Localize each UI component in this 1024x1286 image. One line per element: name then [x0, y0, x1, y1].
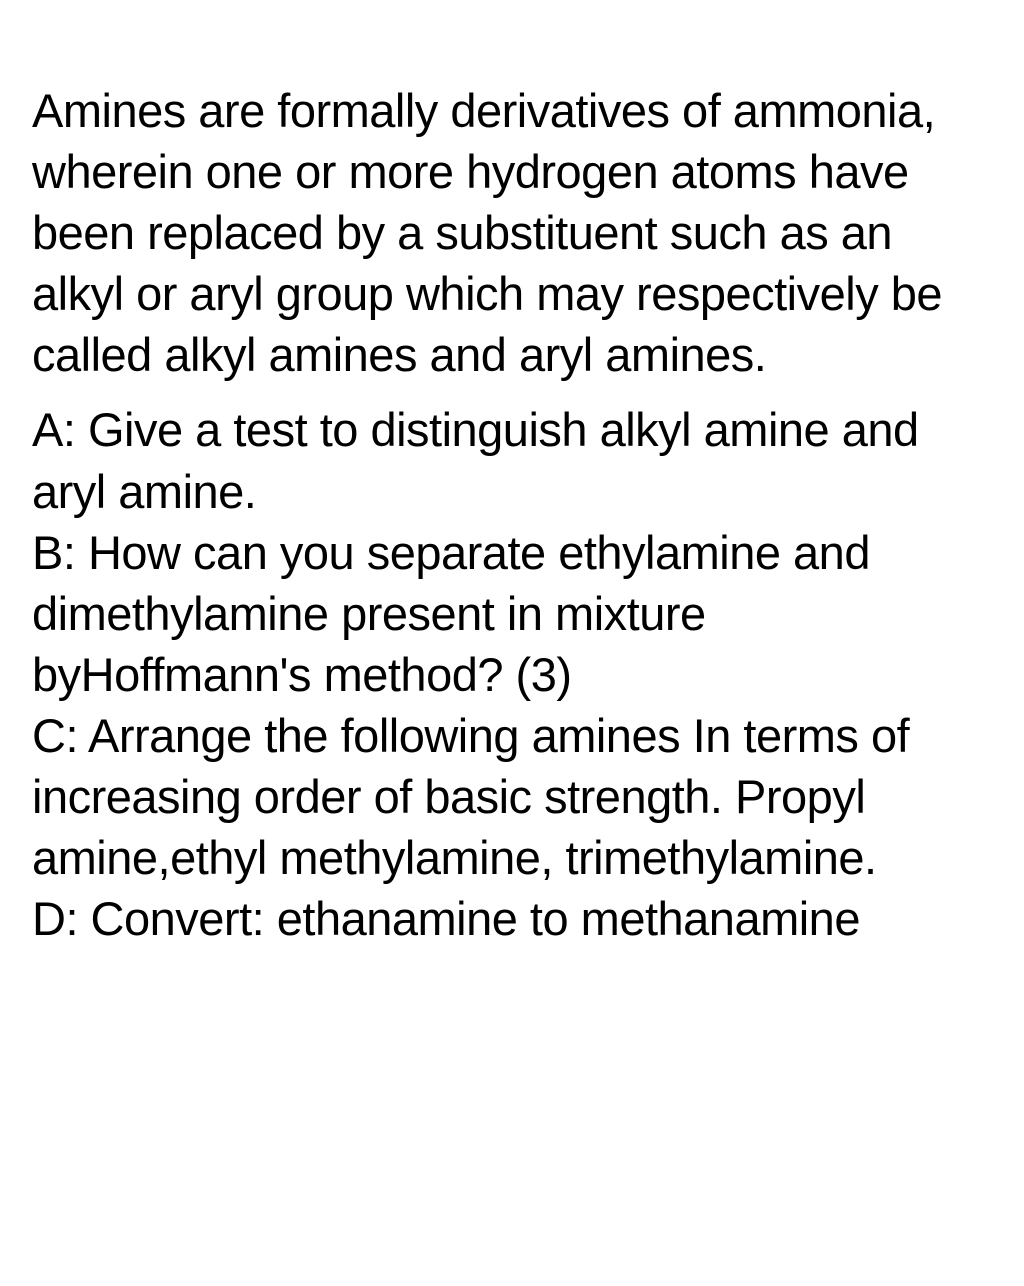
- question-b-text: How can you separate ethylamine and dime…: [32, 526, 870, 701]
- question-c-text: Arrange the following amines In terms of…: [32, 709, 909, 884]
- question-d: D: Convert: ethanamine to methanamine: [32, 888, 992, 949]
- question-d-text: Convert: ethanamine to methanamine: [78, 892, 860, 945]
- question-b-label: B:: [32, 526, 75, 579]
- question-a-text: Give a test to distinguish alkyl amine a…: [32, 403, 919, 517]
- question-a: A: Give a test to distinguish alkyl amin…: [32, 399, 992, 521]
- question-a-label: A:: [32, 403, 75, 456]
- question-c: C: Arrange the following amines In terms…: [32, 705, 992, 888]
- intro-paragraph: Amines are formally derivatives of ammon…: [32, 80, 992, 385]
- question-d-label: D:: [32, 892, 78, 945]
- question-b: B: How can you separate ethylamine and d…: [32, 522, 992, 705]
- question-c-label: C:: [32, 709, 78, 762]
- document-content: Amines are formally derivatives of ammon…: [32, 80, 992, 949]
